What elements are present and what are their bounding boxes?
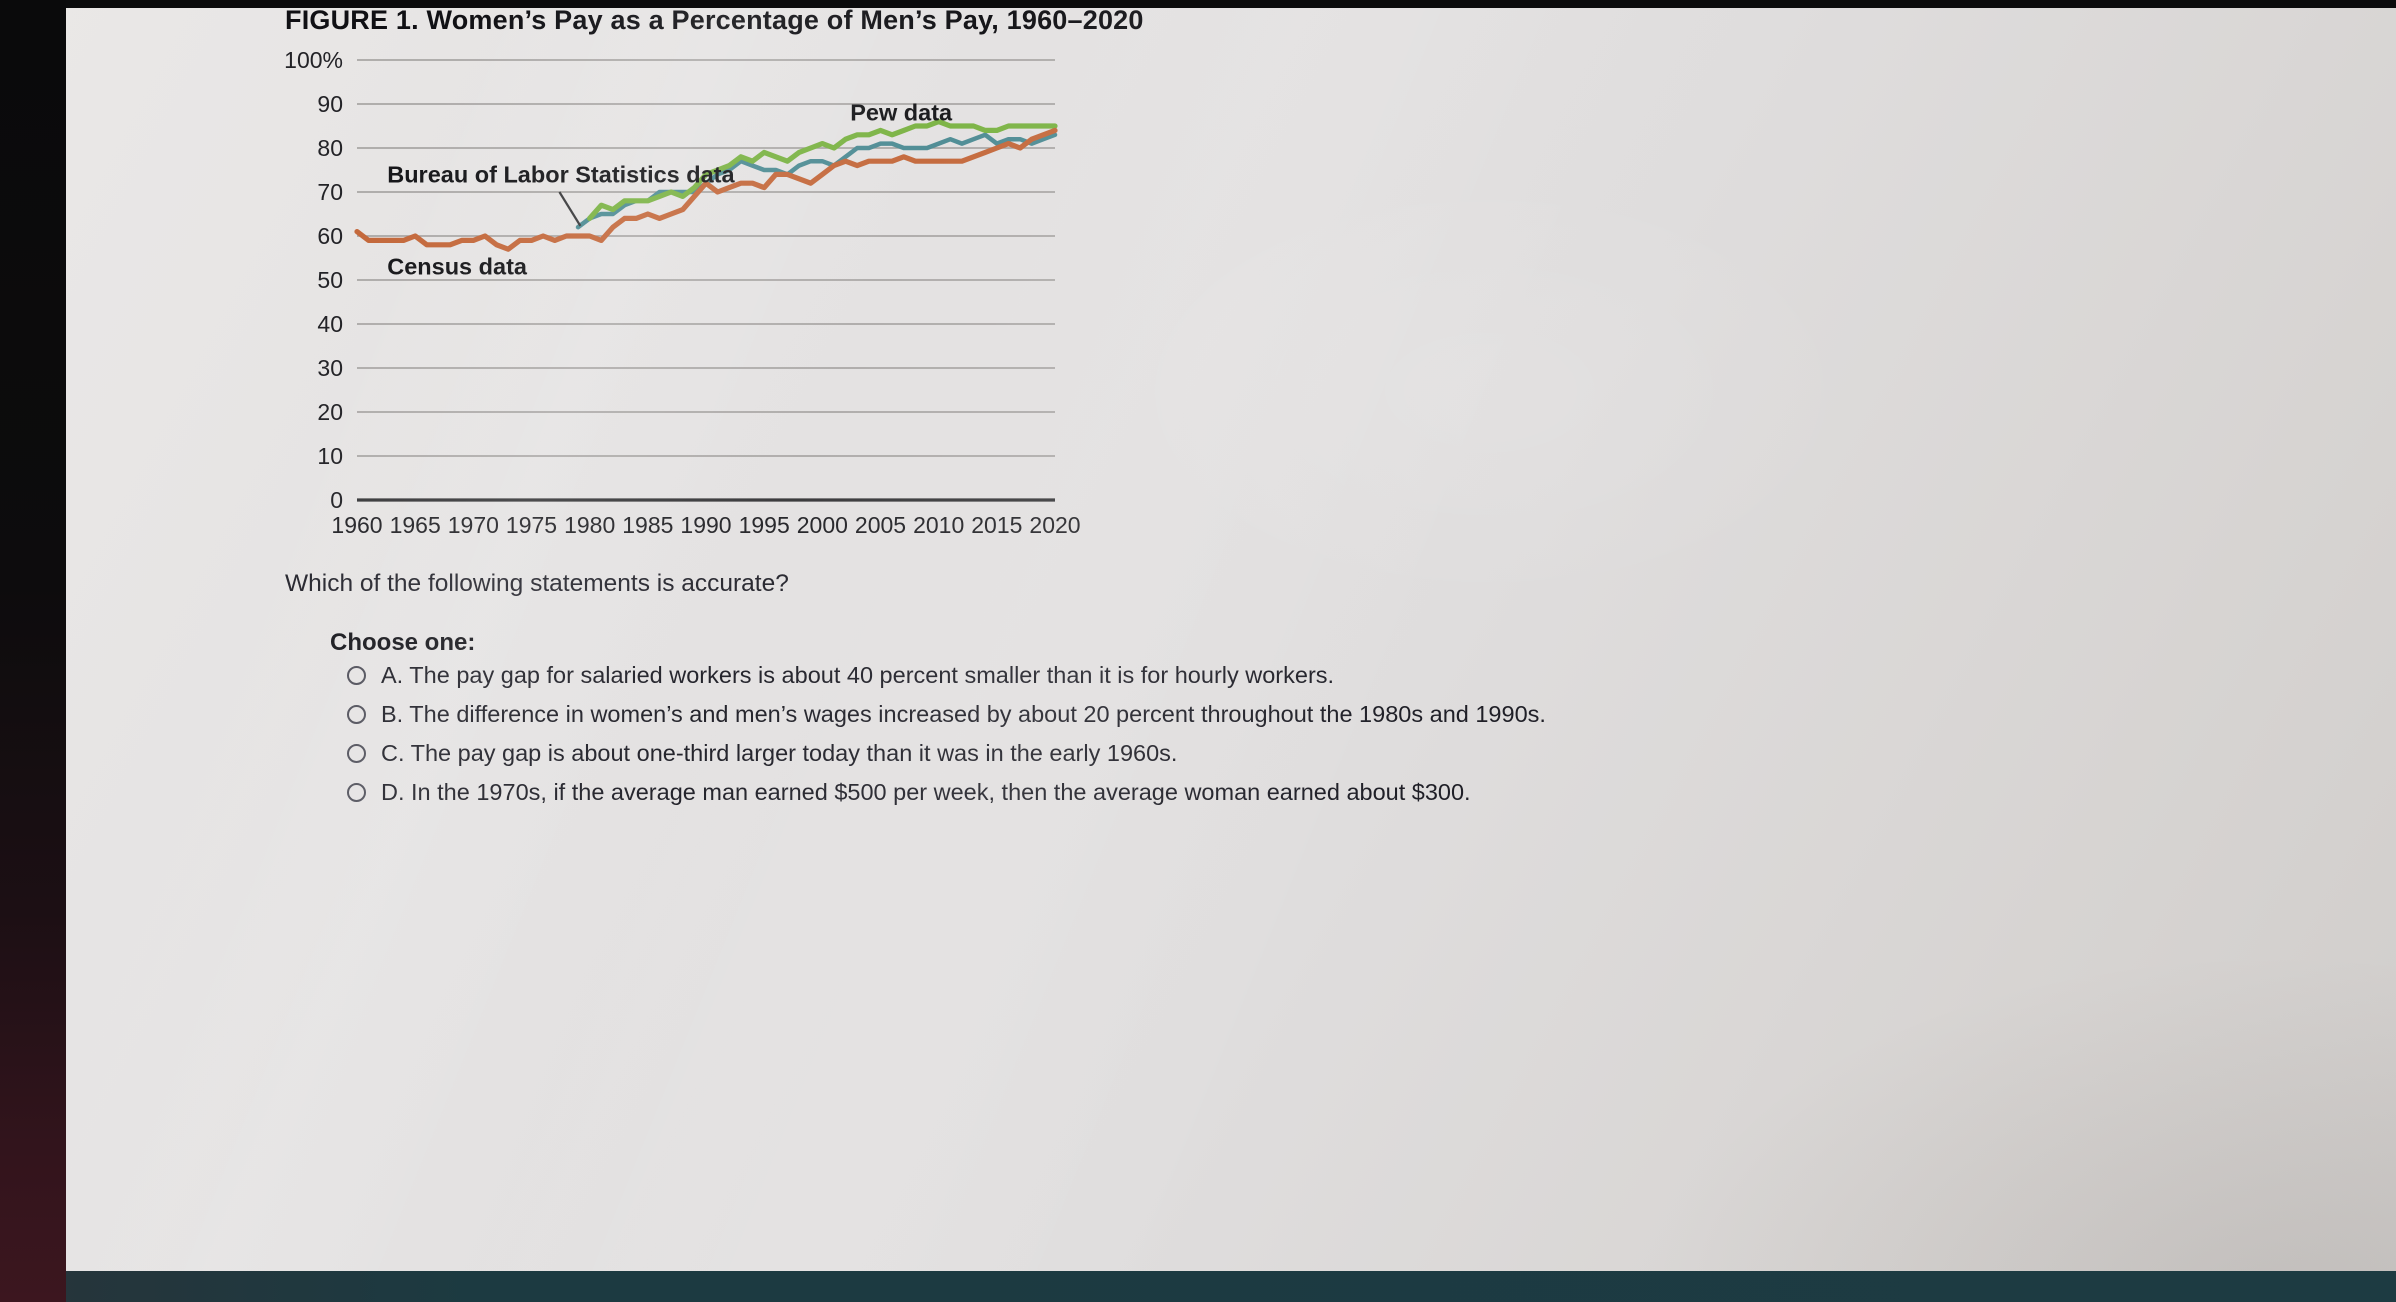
y-tick-label: 40 <box>317 311 343 337</box>
radio-icon[interactable] <box>347 743 366 763</box>
bezel-left <box>0 0 66 1302</box>
y-tick-label: 0 <box>330 487 343 513</box>
answer-option-d[interactable]: D. In the 1970s, if the average man earn… <box>347 778 1546 806</box>
bezel-top <box>0 0 2396 8</box>
pew-data-annotation-label: Pew data <box>850 99 953 125</box>
y-tick-label: 50 <box>317 267 343 293</box>
options-list: A. The pay gap for salaried workers is a… <box>347 662 1546 806</box>
x-tick-label: 2010 <box>913 512 964 538</box>
census-line <box>354 127 1058 252</box>
bls-data-annotation-label: Bureau of Labor Statistics data <box>387 161 735 187</box>
bls-line <box>575 132 1058 230</box>
x-tick-label: 2015 <box>971 512 1022 538</box>
x-tick-label: 1985 <box>622 512 673 538</box>
x-tick-label: 1975 <box>506 512 557 538</box>
x-tick-label: 1960 <box>331 512 382 538</box>
x-tick-label: 1970 <box>448 512 499 538</box>
figure-title: FIGURE 1. Women’s Pay as a Percentage of… <box>285 5 1144 35</box>
answer-option-c[interactable]: C. The pay gap is about one-third larger… <box>347 739 1546 767</box>
answer-option-b[interactable]: B. The difference in women’s and men’s w… <box>347 700 1546 728</box>
annotation-pointer-line <box>558 191 582 227</box>
choose-one-label: Choose one: <box>330 629 476 656</box>
answer-option-label: B. The difference in women’s and men’s w… <box>381 700 1546 727</box>
radio-icon[interactable] <box>347 704 366 724</box>
x-tick-label: 2005 <box>855 512 906 538</box>
radio-icon[interactable] <box>347 666 366 685</box>
answer-option-label: C. The pay gap is about one-third larger… <box>381 739 1178 766</box>
radio-icon[interactable] <box>347 782 366 802</box>
x-tick-label: 1980 <box>564 512 615 538</box>
y-tick-label: 80 <box>317 135 343 161</box>
x-tick-label: 1995 <box>739 512 790 538</box>
answer-option-label: A. The pay gap for salaried workers is a… <box>381 662 1335 688</box>
y-tick-label: 100% <box>284 47 343 73</box>
x-tick-label: 1990 <box>680 512 731 538</box>
x-tick-label: 2020 <box>1029 512 1080 538</box>
census-data-annotation-label: Census data <box>387 253 528 279</box>
y-tick-label: 60 <box>317 223 343 249</box>
y-tick-label: 30 <box>317 355 343 381</box>
bottom-dark-strip <box>0 1271 2396 1302</box>
y-tick-label: 10 <box>317 443 343 469</box>
answer-option-a[interactable]: A. The pay gap for salaried workers is a… <box>347 662 1546 689</box>
x-tick-label: 1965 <box>390 512 441 538</box>
y-tick-label: 70 <box>317 179 343 205</box>
x-tick-label: 2000 <box>797 512 848 538</box>
question-prompt: Which of the following statements is acc… <box>285 570 789 597</box>
y-tick-label: 90 <box>317 91 343 117</box>
pew-line <box>587 118 1058 221</box>
y-tick-label: 20 <box>317 399 343 425</box>
answer-option-label: D. In the 1970s, if the average man earn… <box>381 778 1471 805</box>
